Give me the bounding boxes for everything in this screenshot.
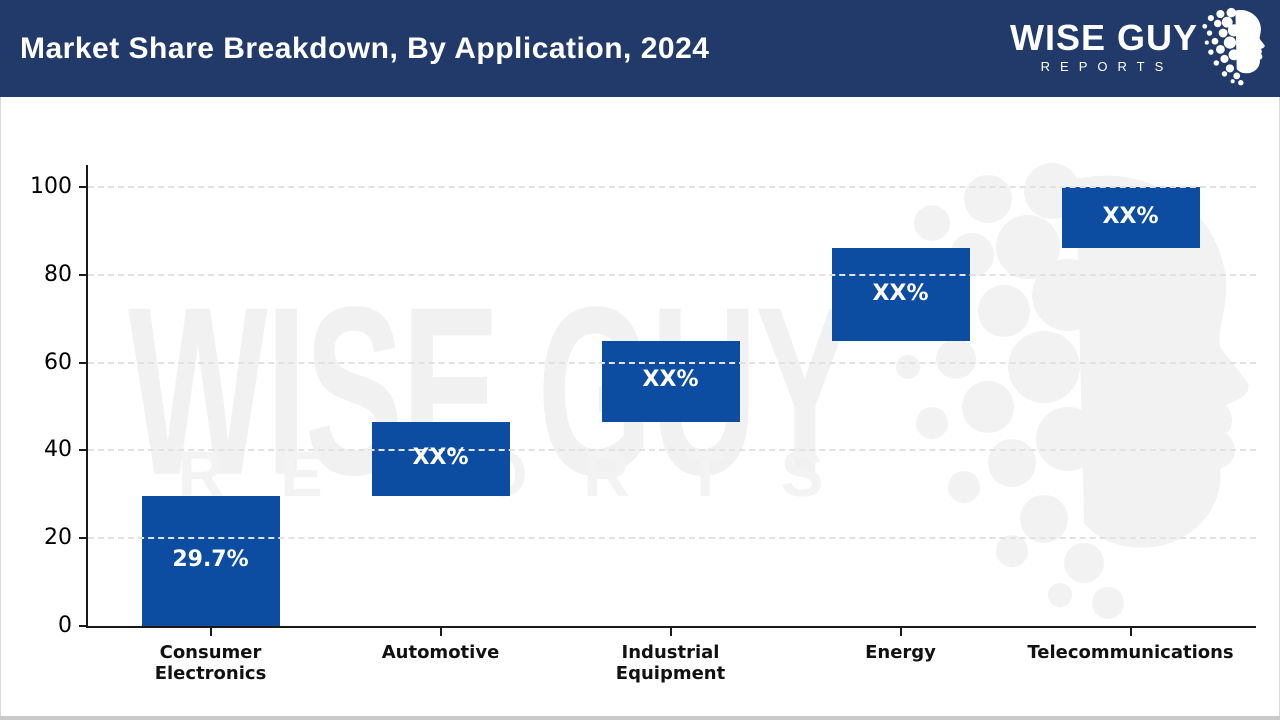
x-category-label-line: Industrial: [621, 642, 720, 663]
x-category-label-line: Electronics: [154, 663, 267, 685]
header-bar: Market Share Breakdown, By Application, …: [0, 0, 1280, 97]
y-gridline: [88, 449, 1256, 452]
x-axis-line: [86, 626, 1256, 628]
page-left-border: [0, 97, 1, 720]
y-tick-label: 60: [44, 349, 72, 375]
logo-sub-text: REPORTS: [1040, 59, 1174, 74]
y-gridline: [88, 273, 1256, 276]
waterfall-bar: [371, 421, 510, 496]
y-tick: [79, 449, 88, 452]
y-tick: [79, 537, 88, 540]
waterfall-bar: [601, 340, 740, 422]
y-tick: [79, 361, 88, 364]
y-tick-label: 80: [44, 261, 72, 287]
bar-value-label: XX%: [1102, 203, 1159, 229]
page-title: Market Share Breakdown, By Application, …: [20, 31, 710, 65]
x-tick: [209, 628, 212, 636]
y-gridline: [88, 185, 1256, 188]
waterfall-bar: [141, 495, 280, 626]
bar-value-label: XX%: [412, 444, 469, 470]
brand-logo: WISE GUY REPORTS: [1010, 6, 1268, 88]
brand-logo-text: WISE GUY REPORTS: [1009, 17, 1198, 75]
page-bottom-border: [0, 716, 1280, 720]
x-tick: [439, 628, 442, 636]
x-category-label-line: Automotive: [381, 642, 500, 663]
y-gridline: [88, 537, 1256, 540]
y-tick: [79, 185, 88, 188]
x-category-label-line: Equipment: [615, 663, 726, 685]
x-tick: [669, 628, 672, 636]
logo-brand-text: WISE GUY: [1009, 17, 1198, 58]
y-gridline: [88, 361, 1256, 364]
y-tick-label: 40: [44, 437, 72, 463]
x-category-label-line: Telecommunications: [1027, 642, 1234, 663]
x-category-label: Telecommunications: [1016, 642, 1246, 663]
chart-canvas: WISE GUY REPORTS 0 20 40 60 80 100 29.7% Consum…: [0, 97, 1280, 716]
head-profile-dots-icon: [1200, 6, 1268, 88]
x-category-label: Industrial Equipment: [556, 642, 786, 684]
y-tick-label: 100: [30, 173, 72, 199]
y-axis-line: [86, 165, 88, 628]
x-category-label: Consumer Electronics: [96, 642, 326, 684]
bar-value-label: XX%: [642, 367, 699, 393]
waterfall-chart: 0 20 40 60 80 100 29.7% Consumer Electronics XX% A…: [0, 97, 1280, 716]
x-category-label-line: Consumer: [159, 642, 262, 663]
x-tick: [899, 628, 902, 636]
x-category-label: Energy: [786, 642, 1016, 663]
bar-value-label: 29.7%: [172, 546, 249, 572]
x-tick: [1129, 628, 1132, 636]
x-category-label-line: Energy: [865, 642, 936, 663]
bar-value-label: XX%: [872, 280, 929, 306]
y-tick: [79, 273, 88, 276]
y-tick: [79, 625, 88, 627]
y-tick-label: 0: [58, 613, 72, 638]
x-category-label: Automotive: [326, 642, 556, 663]
y-tick-label: 20: [44, 525, 72, 551]
